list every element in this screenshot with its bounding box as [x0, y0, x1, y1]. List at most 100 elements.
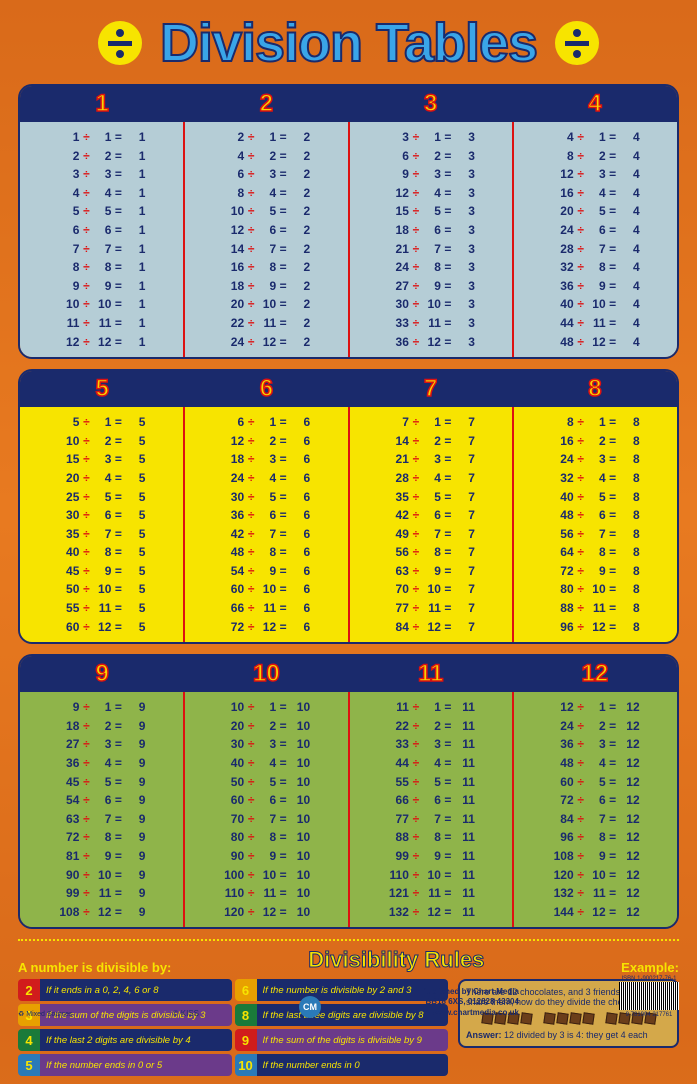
equation-row: 6÷1=6 [189, 413, 344, 432]
header-cell: 9 [20, 656, 184, 692]
equation-row: 55÷5=11 [354, 773, 509, 792]
equation-row: 28÷4=7 [354, 469, 509, 488]
equation-row: 33÷3=11 [354, 735, 509, 754]
equation-row: 60÷10=6 [189, 580, 344, 599]
table-column: 2÷1=24÷2=26÷3=28÷4=210÷5=212÷6=214÷7=216… [185, 122, 350, 357]
equation-row: 8÷1=8 [518, 413, 673, 432]
equation-row: 30÷5=6 [189, 488, 344, 507]
equation-row: 9÷1=9 [24, 698, 179, 717]
equation-row: 44÷4=11 [354, 754, 509, 773]
equation-row: 96÷12=8 [518, 618, 673, 637]
equation-row: 132÷12=11 [354, 903, 509, 922]
equation-row: 16÷4=4 [518, 184, 673, 203]
footer: ♻ Mixed Sources © KISS CM Published by C… [18, 976, 679, 1018]
equation-row: 24÷8=3 [354, 258, 509, 277]
equation-row: 10÷10=1 [24, 295, 179, 314]
equation-row: 45÷5=9 [24, 773, 179, 792]
equation-row: 12÷2=6 [189, 432, 344, 451]
header-cell: 4 [513, 86, 677, 122]
table-column: 5÷1=510÷2=515÷3=520÷4=525÷5=530÷6=535÷7=… [20, 407, 185, 642]
rules-heading: Divisibility Rules [308, 947, 484, 973]
footer-kiss: © KISS [173, 1009, 199, 1018]
equation-row: 72÷8=9 [24, 828, 179, 847]
divisibility-rule: 5If the number ends in 0 or 5 [18, 1054, 232, 1076]
equation-row: 121÷11=11 [354, 884, 509, 903]
equation-row: 80÷8=10 [189, 828, 344, 847]
equation-row: 49÷7=7 [354, 525, 509, 544]
equation-row: 144÷12=12 [518, 903, 673, 922]
block-body: 5÷1=510÷2=515÷3=520÷4=525÷5=530÷6=535÷7=… [20, 407, 677, 642]
equation-row: 44÷11=4 [518, 314, 673, 333]
equation-row: 22÷11=2 [189, 314, 344, 333]
footer-left: ♻ Mixed Sources [18, 1010, 73, 1018]
equation-row: 27÷3=9 [24, 735, 179, 754]
equation-row: 24÷12=2 [189, 333, 344, 352]
equation-row: 63÷7=9 [24, 810, 179, 829]
equation-row: 3÷1=3 [354, 128, 509, 147]
equation-row: 40÷5=8 [518, 488, 673, 507]
equation-row: 40÷4=10 [189, 754, 344, 773]
equation-row: 77÷7=11 [354, 810, 509, 829]
equation-row: 20÷5=4 [518, 202, 673, 221]
equation-row: 55÷11=5 [24, 599, 179, 618]
equation-row: 42÷7=6 [189, 525, 344, 544]
header-cell: 6 [184, 371, 348, 407]
equation-row: 15÷5=3 [354, 202, 509, 221]
equation-row: 40÷8=5 [24, 543, 179, 562]
equation-row: 99÷9=11 [354, 847, 509, 866]
header-cell: 12 [513, 656, 677, 692]
equation-row: 77÷11=7 [354, 599, 509, 618]
equation-row: 108÷9=12 [518, 847, 673, 866]
footer-barcode: ISBN 1-900217-76-1 9 781904 217761 [619, 976, 679, 1018]
equation-row: 8÷8=1 [24, 258, 179, 277]
equation-row: 11÷11=1 [24, 314, 179, 333]
equation-row: 84÷7=12 [518, 810, 673, 829]
divisibility-rule: 10If the number ends in 0 [235, 1054, 449, 1076]
equation-row: 25÷5=5 [24, 488, 179, 507]
equation-row: 63÷9=7 [354, 562, 509, 581]
equation-row: 28÷7=4 [518, 240, 673, 259]
equation-row: 9÷9=1 [24, 277, 179, 296]
equation-row: 84÷12=7 [354, 618, 509, 637]
equation-row: 7÷1=7 [354, 413, 509, 432]
example-answer: Answer: 12 divided by 3 is 4: they get 4… [466, 1030, 671, 1040]
divisibility-rule: 4If the last 2 digits are divisible by 4 [18, 1029, 232, 1051]
equation-row: 32÷4=8 [518, 469, 673, 488]
divide-icon [555, 21, 599, 65]
equation-row: 18÷2=9 [24, 717, 179, 736]
equation-row: 20÷4=5 [24, 469, 179, 488]
equation-row: 5÷1=5 [24, 413, 179, 432]
table-column: 8÷1=816÷2=824÷3=832÷4=840÷5=848÷6=856÷7=… [514, 407, 677, 642]
equation-row: 10÷5=2 [189, 202, 344, 221]
divisibility-rule: 9If the sum of the digits is divisible b… [235, 1029, 449, 1051]
table-column: 6÷1=612÷2=618÷3=624÷4=630÷5=636÷6=642÷7=… [185, 407, 350, 642]
equation-row: 8÷2=4 [518, 147, 673, 166]
equation-row: 3÷3=1 [24, 165, 179, 184]
equation-row: 72÷9=8 [518, 562, 673, 581]
equation-row: 22÷2=11 [354, 717, 509, 736]
title-row: Division Tables [18, 12, 679, 74]
equation-row: 4÷4=1 [24, 184, 179, 203]
equation-row: 10÷1=10 [189, 698, 344, 717]
equation-row: 66÷11=6 [189, 599, 344, 618]
table-block: 12341÷1=12÷2=13÷3=14÷4=15÷5=16÷6=17÷7=18… [18, 84, 679, 359]
equation-row: 88÷8=11 [354, 828, 509, 847]
equation-row: 100÷10=10 [189, 866, 344, 885]
equation-row: 36÷3=12 [518, 735, 673, 754]
equation-row: 90÷10=9 [24, 866, 179, 885]
equation-row: 16÷2=8 [518, 432, 673, 451]
equation-row: 14÷2=7 [354, 432, 509, 451]
table-column: 4÷1=48÷2=412÷3=416÷4=420÷5=424÷6=428÷7=4… [514, 122, 677, 357]
equation-row: 20÷2=10 [189, 717, 344, 736]
equation-row: 24÷2=12 [518, 717, 673, 736]
equation-row: 2÷1=2 [189, 128, 344, 147]
equation-row: 108÷12=9 [24, 903, 179, 922]
equation-row: 110÷10=11 [354, 866, 509, 885]
table-column: 10÷1=1020÷2=1030÷3=1040÷4=1050÷5=1060÷6=… [185, 692, 350, 927]
equation-row: 24÷4=6 [189, 469, 344, 488]
equation-row: 6÷6=1 [24, 221, 179, 240]
header-cell: 11 [349, 656, 513, 692]
table-column: 9÷1=918÷2=927÷3=936÷4=945÷5=954÷6=963÷7=… [20, 692, 185, 927]
equation-row: 36÷6=6 [189, 506, 344, 525]
equation-row: 54÷6=9 [24, 791, 179, 810]
